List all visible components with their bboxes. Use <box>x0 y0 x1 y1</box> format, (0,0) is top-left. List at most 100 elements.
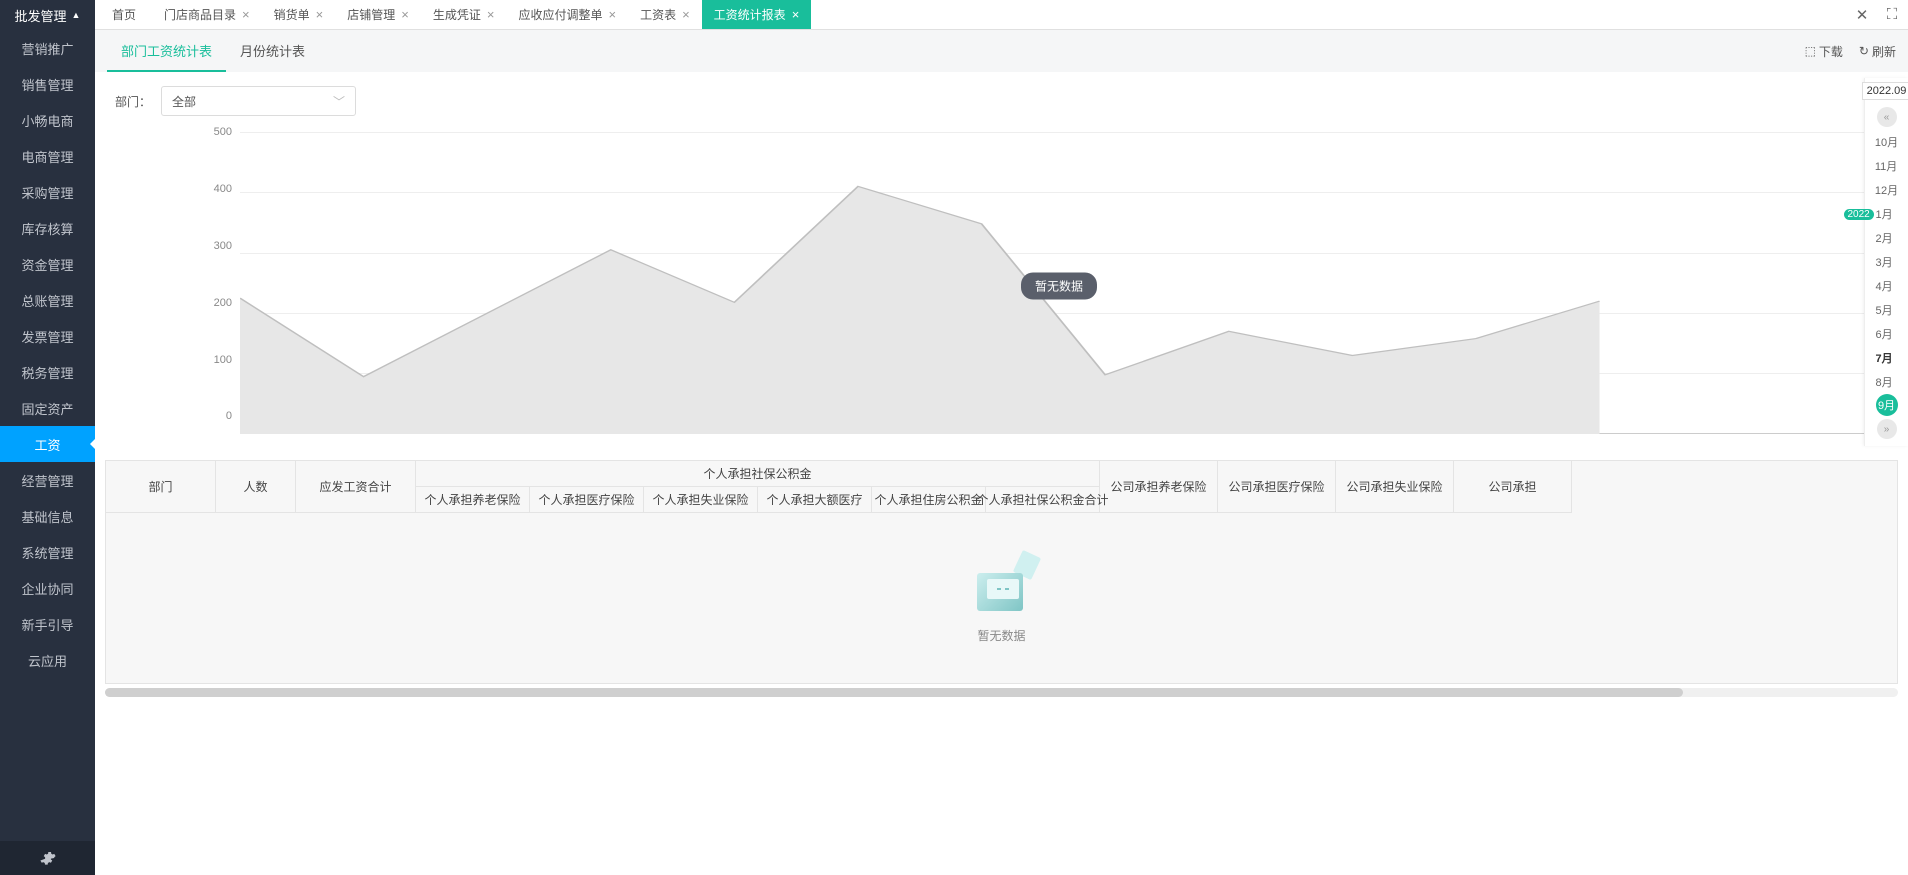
tab-5[interactable]: 工资表 × <box>628 0 702 29</box>
column-header: 部门 <box>106 461 216 513</box>
sidebar-item-11[interactable]: 工资 <box>0 426 95 462</box>
empty-state-text: 暂无数据 <box>977 627 1025 644</box>
tab-4[interactable]: 应收应付调整单× <box>506 0 628 29</box>
timeline-down-button[interactable]: » <box>1877 419 1897 439</box>
department-label: 部门： <box>115 93 151 110</box>
column-header: 个人承担失业保险 <box>644 487 758 513</box>
sidebar-item-17[interactable]: 云应用 <box>0 642 95 678</box>
column-header: 公司承担失业保险 <box>1336 461 1454 513</box>
tab-2[interactable]: 店铺管理 × <box>335 0 421 29</box>
close-all-button[interactable]: ✕ <box>1852 5 1872 25</box>
tab-label: 工资统计报表 <box>714 6 786 23</box>
sidebar-item-8[interactable]: 发票管理 <box>0 318 95 354</box>
column-header: 个人承担养老保险 <box>416 487 530 513</box>
timeline-panel: 2022.09 « 10月11月12月 1月20222月3月4月5月6月7月8月… <box>1864 78 1908 446</box>
no-data-badge: 暂无数据 <box>1021 272 1097 299</box>
refresh-label: 刷新 <box>1872 43 1896 60</box>
refresh-button[interactable]: ↻ 刷新 <box>1859 43 1896 60</box>
download-button[interactable]: ⬚ 下载 <box>1805 43 1843 60</box>
timeline-month[interactable]: 11月 <box>1875 154 1898 178</box>
sidebar-item-9[interactable]: 税务管理 <box>0 354 95 390</box>
fullscreen-button[interactable]: ⛶ <box>1882 5 1902 25</box>
tab-label: 生成凭证 <box>433 6 481 23</box>
column-header: 个人承担住房公积金 <box>872 487 986 513</box>
empty-state-icon <box>967 553 1037 617</box>
sidebar-item-15[interactable]: 企业协同 <box>0 570 95 606</box>
tab-6[interactable]: 工资统计报表 × <box>702 0 812 29</box>
timeline-month[interactable]: 2月 <box>1876 226 1898 250</box>
timeline-month[interactable]: 8月 <box>1876 370 1898 394</box>
tab-home[interactable]: 首页 <box>100 0 152 29</box>
year-badge: 2022 <box>1844 209 1874 220</box>
timeline-month[interactable]: 3月 <box>1876 250 1898 274</box>
chart-area: 0100200300400500 暂无数据 <box>95 122 1908 452</box>
column-header: 公司承担养老保险 <box>1100 461 1218 513</box>
subtab-0[interactable]: 部门工资统计表 <box>107 30 226 72</box>
chevron-down-icon: ﹀ <box>333 93 345 110</box>
tab-label: 店铺管理 <box>347 6 395 23</box>
department-select-value: 全部 <box>172 93 196 110</box>
close-icon[interactable]: × <box>316 7 324 22</box>
timeline-month[interactable]: 4月 <box>1876 274 1898 298</box>
settings-button[interactable] <box>0 841 95 875</box>
close-icon[interactable]: × <box>608 7 616 22</box>
timeline-month[interactable]: 12月 <box>1875 178 1898 202</box>
y-tick: 200 <box>214 297 232 309</box>
y-tick: 100 <box>214 354 232 366</box>
sidebar-item-13[interactable]: 基础信息 <box>0 498 95 534</box>
timeline-month[interactable]: 7月 <box>1876 346 1898 370</box>
timeline-up-button[interactable]: « <box>1877 107 1897 127</box>
tab-3[interactable]: 生成凭证 × <box>421 0 507 29</box>
tab-0[interactable]: 门店商品目录 × <box>152 0 262 29</box>
column-header: 公司承担 <box>1454 461 1572 513</box>
sidebar-item-10[interactable]: 固定资产 <box>0 390 95 426</box>
tab-label: 门店商品目录 <box>164 6 236 23</box>
sidebar-header-label: 批发管理 <box>15 6 67 25</box>
sidebar-item-6[interactable]: 资金管理 <box>0 246 95 282</box>
close-icon[interactable]: × <box>487 7 495 22</box>
sidebar-item-12[interactable]: 经营管理 <box>0 462 95 498</box>
tab-home-label: 首页 <box>112 6 136 23</box>
y-tick: 500 <box>214 126 232 138</box>
timeline-month[interactable]: 9月 <box>1876 394 1898 416</box>
horizontal-scrollbar[interactable] <box>105 688 1898 697</box>
sidebar-item-3[interactable]: 电商管理 <box>0 138 95 174</box>
close-icon[interactable]: × <box>792 7 800 22</box>
sidebar-item-16[interactable]: 新手引导 <box>0 606 95 642</box>
tab-label: 销货单 <box>274 6 310 23</box>
department-select[interactable]: 全部 ﹀ <box>161 86 356 116</box>
timeline-current[interactable]: 2022.09 <box>1862 82 1908 100</box>
timeline-month[interactable]: 5月 <box>1876 298 1898 322</box>
y-tick: 0 <box>226 410 232 422</box>
column-header: 人数 <box>216 461 296 513</box>
tab-1[interactable]: 销货单 × <box>262 0 336 29</box>
tab-label: 工资表 <box>640 6 676 23</box>
column-header: 应发工资合计 <box>296 461 416 513</box>
sidebar-item-5[interactable]: 库存核算 <box>0 210 95 246</box>
data-table: 部门人数应发工资合计个人承担社保公积金个人承担养老保险个人承担医疗保险个人承担失… <box>105 460 1898 684</box>
column-header: 个人承担社保公积金合计 <box>986 487 1100 513</box>
y-tick: 400 <box>214 183 232 195</box>
timeline-month[interactable]: 1月2022 <box>1876 202 1898 226</box>
column-header: 个人承担大额医疗 <box>758 487 872 513</box>
sidebar: 批发管理 ▲ 营销推广销售管理小畅电商电商管理采购管理库存核算资金管理总账管理发… <box>0 0 95 875</box>
timeline-month[interactable]: 6月 <box>1876 322 1898 346</box>
sidebar-item-2[interactable]: 小畅电商 <box>0 102 95 138</box>
sidebar-header[interactable]: 批发管理 ▲ <box>0 0 95 30</box>
filter-row: 部门： 全部 ﹀ <box>95 72 1908 122</box>
sidebar-item-1[interactable]: 销售管理 <box>0 66 95 102</box>
tab-bar: 首页 门店商品目录×销货单×店铺管理×生成凭证×应收应付调整单×工资表×工资统计… <box>95 0 1908 30</box>
column-group-header: 个人承担社保公积金 <box>416 461 1100 487</box>
sidebar-item-14[interactable]: 系统管理 <box>0 534 95 570</box>
timeline-month[interactable]: 10月 <box>1875 130 1898 154</box>
sidebar-item-0[interactable]: 营销推广 <box>0 30 95 66</box>
close-icon[interactable]: × <box>401 7 409 22</box>
chevron-up-icon: ▲ <box>72 10 81 20</box>
sub-tab-bar: 部门工资统计表月份统计表 ⬚ 下载 ↻ 刷新 <box>95 30 1908 72</box>
sidebar-item-7[interactable]: 总账管理 <box>0 282 95 318</box>
close-icon[interactable]: × <box>682 7 690 22</box>
subtab-1[interactable]: 月份统计表 <box>226 30 319 72</box>
sidebar-item-4[interactable]: 采购管理 <box>0 174 95 210</box>
close-icon[interactable]: × <box>242 7 250 22</box>
download-label: 下载 <box>1819 43 1843 60</box>
